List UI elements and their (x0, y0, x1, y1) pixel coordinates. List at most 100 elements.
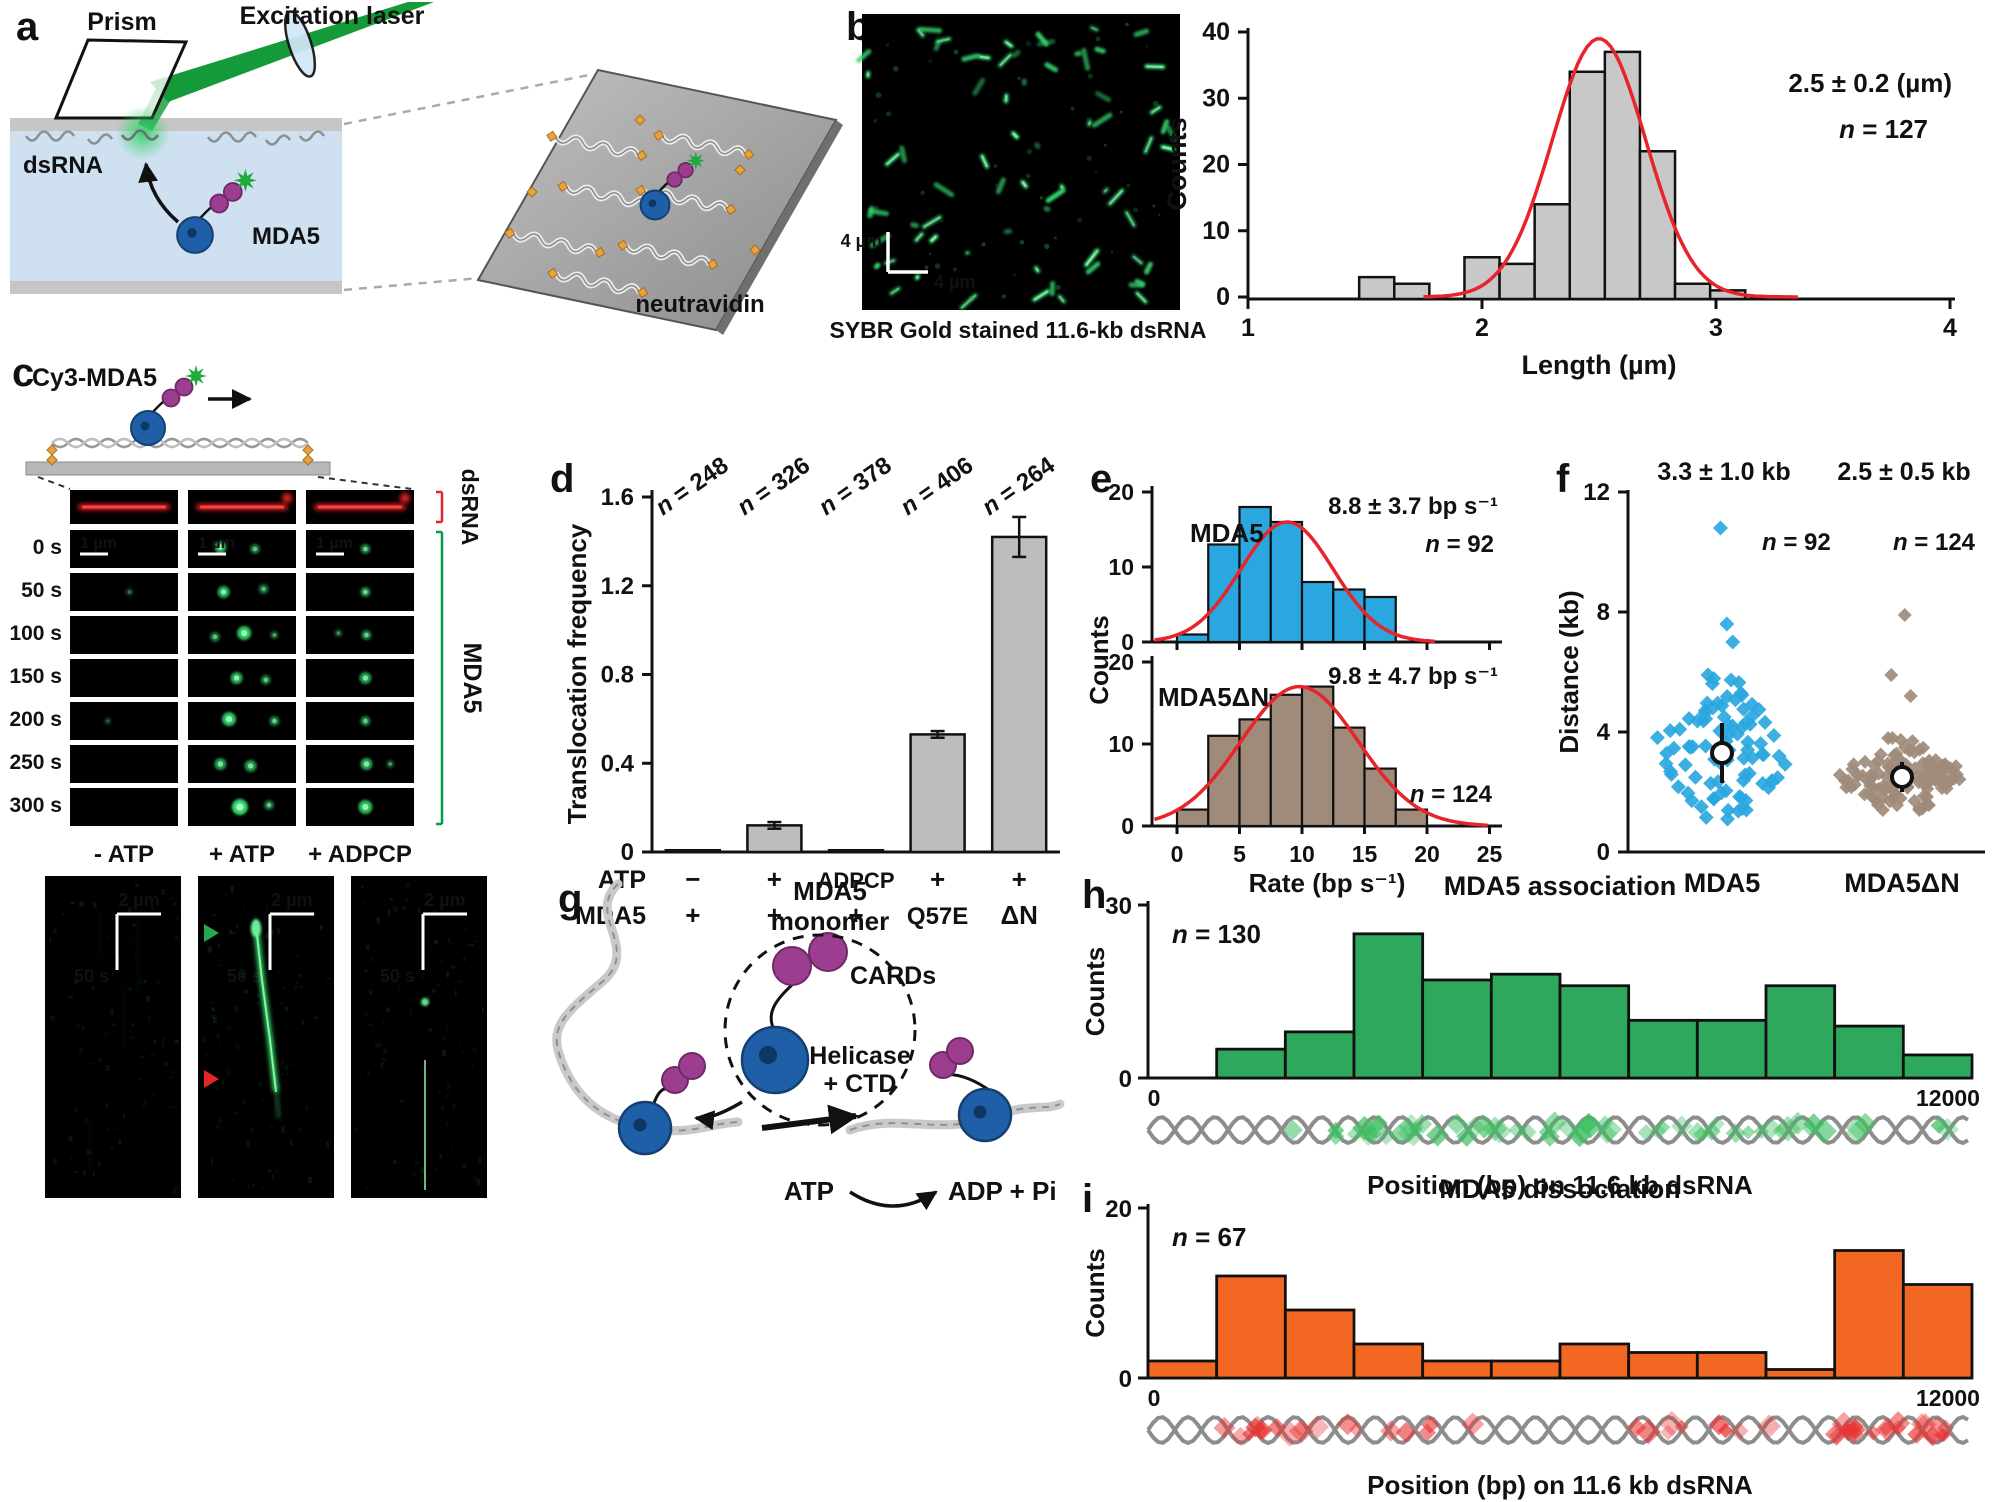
chart-title: MDA5 association (1444, 871, 1677, 901)
diamond-point (1597, 1115, 1613, 1132)
freq-bar (909, 733, 966, 854)
dsrna-squiggle (206, 131, 258, 143)
series-label: MDA5ΔN (1158, 682, 1269, 712)
diamond-point (1857, 754, 1872, 769)
kymo-scalebar-t-label: 50 s (227, 966, 262, 986)
diamond-point (743, 148, 755, 161)
zoom-line-top (343, 72, 595, 126)
timelapse-montage: 1 µm - ATP 1 µm + ATP 1 µm + ADPCP 0 s 50 s 100 … (9, 469, 486, 868)
fluorophore-star-icon (233, 168, 257, 192)
position-bar (1352, 1342, 1425, 1380)
diamond-point (302, 454, 314, 466)
position-bar (1627, 1018, 1699, 1080)
y-tick-label: 10 (1202, 217, 1230, 245)
neutravidin-label: neutravidin (635, 291, 764, 318)
position-bar (1352, 932, 1425, 1080)
diamond-point (1703, 775, 1719, 791)
y-tick-label: 20 (1108, 649, 1134, 675)
model-title-1: MDA5 (793, 876, 867, 906)
atp-condition: + (767, 864, 782, 894)
x-tick-label: 10 (1289, 841, 1315, 867)
position-bar (1421, 1359, 1493, 1380)
diamond-point (1674, 1419, 1689, 1434)
position-bar (1283, 1030, 1356, 1080)
diamond-point (1912, 803, 1927, 817)
x-axis-label: Position (bp) on 11.6 kb dsRNA (1367, 1470, 1753, 1500)
dsrna-squiggle (298, 130, 326, 142)
panel-letter-i: i (1082, 1177, 1093, 1221)
x-tick-label: 25 (1477, 841, 1503, 867)
diamond-point (1293, 1421, 1309, 1437)
diamond-point (734, 164, 746, 176)
position-bar (1489, 972, 1562, 1080)
kymographs: 2 µm 50 s 2 µm 50 s 2 µm 50 s (45, 876, 487, 1198)
panel-letter-f: f (1556, 457, 1570, 501)
micrograph-frame (862, 14, 1180, 310)
diamond-point (1251, 1421, 1270, 1441)
mda5-condition: + (685, 900, 700, 930)
dsrna-duplex (557, 180, 659, 212)
position-bar (1215, 1274, 1287, 1380)
mda5-channel-tile (306, 702, 414, 740)
diamond-point (1660, 1424, 1677, 1441)
rate-bar (1269, 520, 1304, 644)
rate-bar (1394, 808, 1429, 828)
hist-bar (1393, 282, 1431, 301)
association-chart: 0 30 MDA5 association n = 130 Counts 0 12000 Po… (1080, 871, 1980, 1200)
stat-annotation: 2.5 ± 0.2 (µm) (1788, 68, 1952, 98)
diamond-point (546, 130, 558, 142)
diamond-point (617, 239, 629, 251)
montage-scalebar-label: 1 µm (80, 535, 117, 552)
x-tick-label: 4 (1943, 314, 1957, 342)
diamond-point (504, 227, 516, 239)
diamond-point (594, 246, 606, 259)
rate-bar (1175, 633, 1210, 644)
dsrna-squiggle (24, 130, 76, 142)
diamond-point (1863, 778, 1878, 793)
atp-hydrolysis-arrow (849, 1190, 938, 1211)
time-label: 250 s (9, 751, 62, 774)
diamond-point (1654, 1119, 1671, 1135)
diamond-point (1740, 734, 1756, 750)
diamond-point (1949, 767, 1964, 782)
diamond-point (1693, 799, 1709, 815)
diamond-point (1539, 1126, 1560, 1147)
diamond-point (1456, 1125, 1478, 1147)
x-tick-label: 1 (1241, 314, 1255, 342)
kymograph (45, 876, 181, 1198)
hist-bar (1568, 70, 1607, 301)
mda5-channel-tile (70, 530, 178, 568)
y-axis-label: Counts (1080, 1248, 1110, 1338)
x-tick-label: 0 (1148, 1085, 1161, 1111)
n-label: n = 124 (1893, 529, 1976, 556)
fluorophore-star-icon (686, 151, 706, 171)
mda5-channel-tile (188, 702, 296, 740)
diamond-point (1734, 719, 1750, 735)
diamond-point (1718, 783, 1734, 799)
y-tick-label: 4 (1597, 719, 1611, 746)
cy3-mda5-label: Cy3-MDA5 (32, 364, 157, 392)
sybr-micrograph (856, 14, 1180, 311)
x-axis-label: Rate (bp s⁻¹) (1249, 868, 1406, 898)
dsrna-squiggle (264, 134, 292, 146)
mda5-molecule (176, 168, 257, 254)
atp-condition: + (1012, 864, 1027, 894)
atp-label: ATP (784, 1176, 834, 1206)
kymo-scalebar-x-label: 2 µm (424, 890, 465, 910)
diamond-point (1716, 709, 1732, 725)
diamond-point (1697, 706, 1713, 722)
diamond-point (547, 267, 559, 279)
diamond-point (1698, 738, 1714, 754)
position-bar (1215, 1047, 1287, 1080)
plane-molecules (504, 114, 761, 299)
x-tick-label: 2 (1475, 314, 1489, 342)
condition-label: - ATP (94, 841, 154, 868)
diamond-point (557, 180, 569, 192)
time-label: 100 s (9, 622, 62, 645)
mean-marker (1890, 765, 1914, 789)
adp-pi-label: ADP + Pi (948, 1176, 1057, 1206)
translocation-arrow (761, 1104, 859, 1135)
y-tick-label: 0 (1597, 839, 1610, 866)
position-bar (1833, 1024, 1905, 1080)
